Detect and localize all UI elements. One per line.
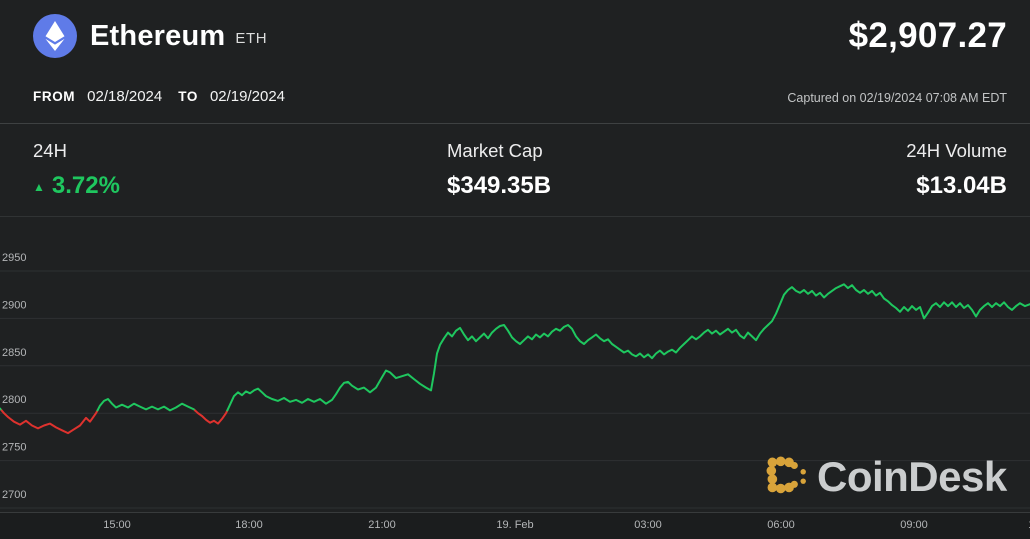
y-axis-label: 2700: [2, 489, 26, 501]
y-axis-label: 2750: [2, 442, 26, 454]
stat-label: 24H Volume: [906, 140, 1007, 161]
stat-market-cap: Market Cap $349.35B: [447, 140, 551, 200]
coindesk-logo-text: CoinDesk: [817, 453, 1007, 500]
y-axis-label: 2850: [2, 347, 26, 359]
to-label: TO: [178, 89, 198, 104]
x-axis: 15:00 18:00 21:00 19. Feb 03:00 06:00 09:00 12:…: [0, 512, 1030, 539]
stat-24h-volume: 24H Volume $13.04B: [906, 140, 1007, 200]
stats-divider: [0, 216, 1030, 217]
capture-timestamp: Captured on 02/19/2024 07:08 AM EDT: [787, 91, 1007, 105]
current-price: $2,907.27: [848, 16, 1007, 55]
coindesk-logo-icon: [766, 456, 806, 494]
volume-value: $13.04B: [916, 172, 1007, 199]
y-axis-label: 2950: [2, 252, 26, 264]
coindesk-watermark: CoinDesk: [764, 453, 1007, 501]
coin-symbol: ETH: [235, 29, 268, 47]
stat-label: Market Cap: [447, 140, 543, 161]
stat-24h-change: 24H ▲ 3.72%: [33, 140, 120, 200]
x-axis-label: 19. Feb: [496, 519, 534, 531]
header-divider: [0, 123, 1030, 124]
price-line-segment: [226, 283, 1030, 412]
to-date: 02/19/2024: [209, 88, 286, 105]
x-axis-label: 18:00: [235, 519, 263, 531]
price-chart: 2950 2900 2850 2800 2750 2700: [0, 230, 1030, 512]
x-axis-label: 15:00: [103, 519, 131, 531]
price-line-segment: [0, 409, 99, 435]
stat-label: 24H: [33, 140, 67, 161]
ethereum-diamond-icon: [45, 21, 65, 51]
from-date: 02/18/2024: [87, 88, 163, 105]
coin-header: Ethereum ETH: [33, 14, 267, 58]
x-axis-label: 03:00: [634, 519, 662, 531]
date-range: FROM 02/18/2024 TO 02/19/2024: [33, 88, 285, 105]
change-percent-value: ▲ 3.72%: [33, 172, 120, 200]
coin-name: Ethereum: [90, 19, 226, 52]
x-axis-label: 21:00: [368, 519, 396, 531]
price-line-segment: [194, 409, 229, 425]
x-axis-label: 06:00: [767, 519, 795, 531]
x-axis-label: 12:00: [1028, 519, 1030, 531]
ethereum-logo-icon: [33, 14, 77, 58]
up-arrow-icon: ▲: [33, 180, 45, 194]
market-cap-value: $349.35B: [447, 172, 552, 199]
change-percent-text: 3.72%: [51, 172, 120, 199]
y-axis-label: 2800: [2, 394, 26, 406]
price-chart-svg: 2950 2900 2850 2800 2750 2700: [0, 252, 1030, 509]
x-axis-label: 09:00: [900, 519, 928, 531]
price-line-segment: [96, 398, 196, 412]
y-axis-label: 2900: [2, 299, 26, 311]
from-label: FROM: [33, 89, 76, 104]
